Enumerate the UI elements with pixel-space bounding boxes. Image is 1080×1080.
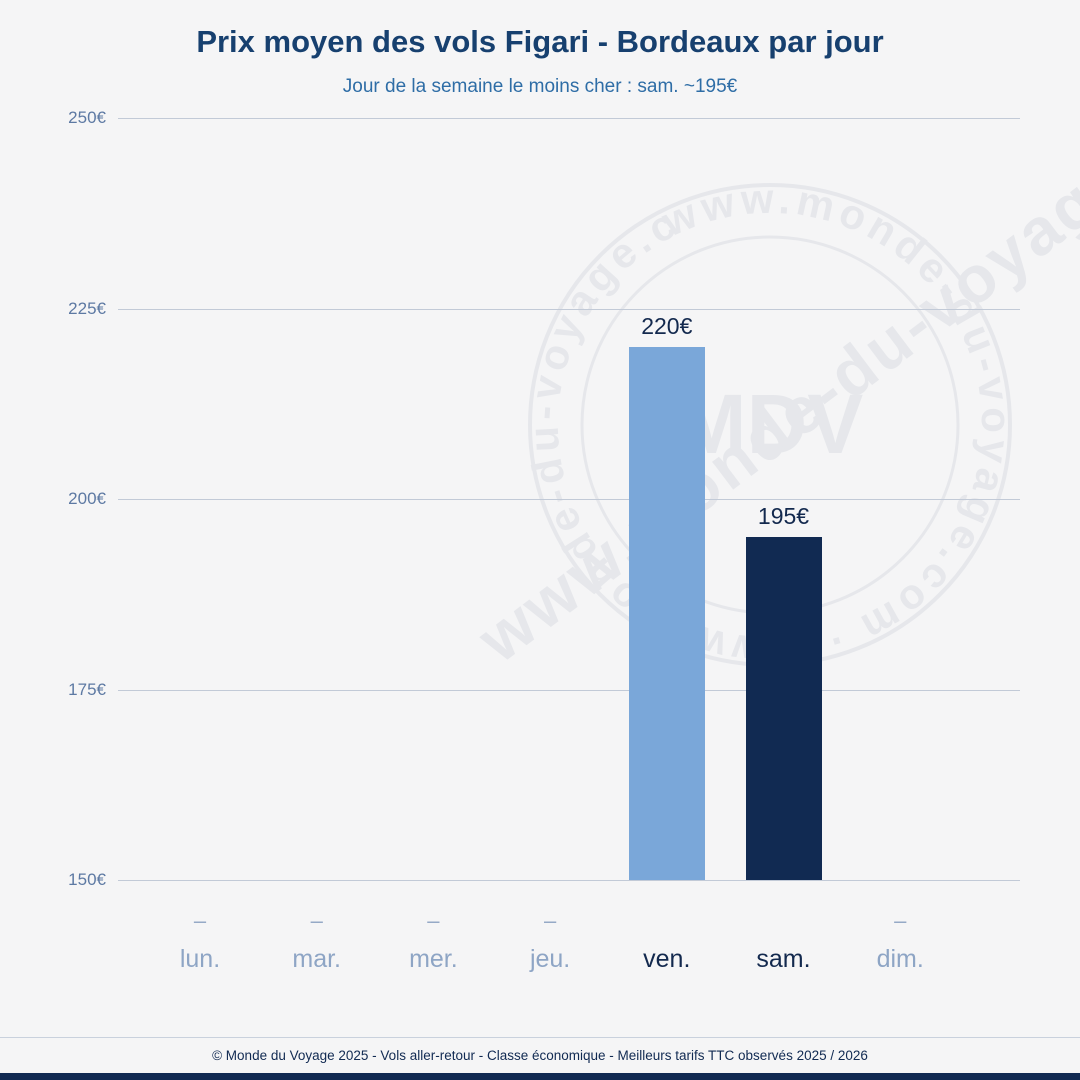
no-data-marker: – xyxy=(543,908,557,933)
gridline xyxy=(118,118,1020,119)
bar-sam xyxy=(745,537,822,880)
bar-value-label: 220€ xyxy=(641,312,693,339)
chart-title: Prix moyen des vols Figari - Bordeaux pa… xyxy=(196,24,884,59)
y-axis-tick-label: 150€ xyxy=(68,870,106,889)
y-axis-tick-label: 200€ xyxy=(68,489,106,508)
bar-ven xyxy=(628,346,705,880)
x-axis-label-mar: mar. xyxy=(292,945,341,973)
y-axis-tick-label: 250€ xyxy=(68,108,106,127)
no-data-marker: – xyxy=(894,908,907,933)
x-axis-label-jeu: jeu. xyxy=(529,945,571,973)
no-data-marker: – xyxy=(193,908,207,933)
chart-subtitle: Jour de la semaine le moins cher : sam. … xyxy=(342,76,738,97)
x-axis-label-mer: mer. xyxy=(409,945,458,973)
gridline xyxy=(118,689,1020,691)
x-axis-label-dim: dim. xyxy=(876,945,924,973)
x-axis-label-sam: sam. xyxy=(756,945,811,973)
gridline xyxy=(118,499,1020,500)
y-axis-tick-label: 175€ xyxy=(68,679,106,699)
x-axis-label-lun: lun. xyxy=(179,945,221,973)
gridline xyxy=(118,880,1020,881)
bar-value-label: 195€ xyxy=(757,503,810,530)
bottom-accent-bar xyxy=(0,1073,1080,1080)
no-data-marker: – xyxy=(427,908,440,933)
footer-divider xyxy=(0,1037,1080,1038)
no-data-marker: – xyxy=(310,908,323,933)
gridline xyxy=(118,308,1020,310)
x-axis-label-ven: ven. xyxy=(643,945,691,973)
y-axis-tick-label: 225€ xyxy=(68,298,106,318)
footer-text: © Monde du Voyage 2025 - Vols aller-reto… xyxy=(212,1048,868,1063)
